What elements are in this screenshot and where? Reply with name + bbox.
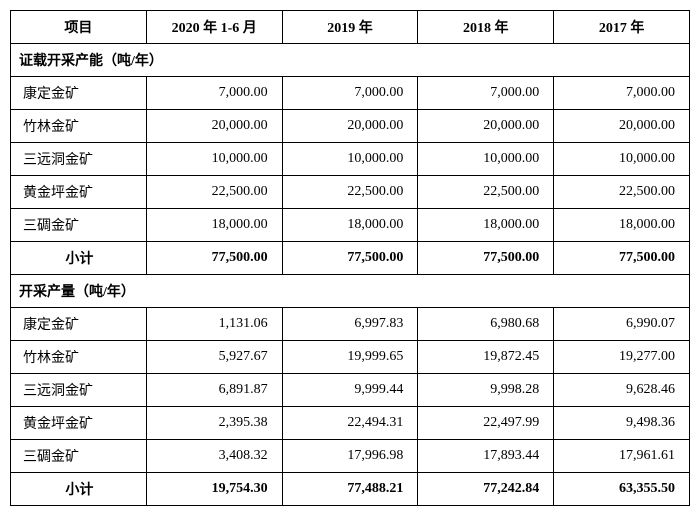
table-header-row: 项目 2020 年 1-6 月 2019 年 2018 年 2017 年 xyxy=(11,11,690,44)
cell-value: 6,980.68 xyxy=(418,308,554,341)
cell-value: 3,408.32 xyxy=(146,440,282,473)
cell-value: 9,999.44 xyxy=(282,374,418,407)
section-header-row: 开采产量（吨/年） xyxy=(11,275,690,308)
cell-value: 7,000.00 xyxy=(146,77,282,110)
section-title: 开采产量（吨/年） xyxy=(11,275,690,308)
subtotal-value: 77,488.21 xyxy=(282,473,418,506)
cell-value: 10,000.00 xyxy=(146,143,282,176)
cell-value: 20,000.00 xyxy=(146,110,282,143)
table-row: 黄金坪金矿22,500.0022,500.0022,500.0022,500.0… xyxy=(11,176,690,209)
cell-value: 18,000.00 xyxy=(554,209,690,242)
cell-value: 22,500.00 xyxy=(282,176,418,209)
row-label: 康定金矿 xyxy=(11,308,147,341)
cell-value: 19,277.00 xyxy=(554,341,690,374)
cell-value: 18,000.00 xyxy=(146,209,282,242)
col-header-2018: 2018 年 xyxy=(418,11,554,44)
cell-value: 6,997.83 xyxy=(282,308,418,341)
mining-data-table: 项目 2020 年 1-6 月 2019 年 2018 年 2017 年 证载开… xyxy=(10,10,690,506)
table-row: 三远洞金矿6,891.879,999.449,998.289,628.46 xyxy=(11,374,690,407)
cell-value: 22,494.31 xyxy=(282,407,418,440)
cell-value: 22,500.00 xyxy=(418,176,554,209)
subtotal-value: 77,500.00 xyxy=(554,242,690,275)
cell-value: 22,500.00 xyxy=(146,176,282,209)
row-label: 三远洞金矿 xyxy=(11,374,147,407)
subtotal-value: 77,242.84 xyxy=(418,473,554,506)
col-header-2019: 2019 年 xyxy=(282,11,418,44)
cell-value: 18,000.00 xyxy=(418,209,554,242)
table-row: 三碉金矿18,000.0018,000.0018,000.0018,000.00 xyxy=(11,209,690,242)
cell-value: 9,498.36 xyxy=(554,407,690,440)
section-title: 证载开采产能（吨/年） xyxy=(11,44,690,77)
row-label: 三碉金矿 xyxy=(11,440,147,473)
cell-value: 20,000.00 xyxy=(554,110,690,143)
col-header-project: 项目 xyxy=(11,11,147,44)
cell-value: 7,000.00 xyxy=(282,77,418,110)
subtotal-label: 小计 xyxy=(11,242,147,275)
cell-value: 10,000.00 xyxy=(554,143,690,176)
row-label: 黄金坪金矿 xyxy=(11,407,147,440)
subtotal-value: 77,500.00 xyxy=(418,242,554,275)
cell-value: 22,500.00 xyxy=(554,176,690,209)
cell-value: 2,395.38 xyxy=(146,407,282,440)
table-row: 三远洞金矿10,000.0010,000.0010,000.0010,000.0… xyxy=(11,143,690,176)
cell-value: 20,000.00 xyxy=(418,110,554,143)
row-label: 康定金矿 xyxy=(11,77,147,110)
subtotal-row: 小计19,754.3077,488.2177,242.8463,355.50 xyxy=(11,473,690,506)
cell-value: 17,893.44 xyxy=(418,440,554,473)
row-label: 三远洞金矿 xyxy=(11,143,147,176)
table-body: 证载开采产能（吨/年）康定金矿7,000.007,000.007,000.007… xyxy=(11,44,690,506)
section-header-row: 证载开采产能（吨/年） xyxy=(11,44,690,77)
table-row: 竹林金矿5,927.6719,999.6519,872.4519,277.00 xyxy=(11,341,690,374)
cell-value: 19,872.45 xyxy=(418,341,554,374)
cell-value: 10,000.00 xyxy=(418,143,554,176)
table-row: 黄金坪金矿2,395.3822,494.3122,497.999,498.36 xyxy=(11,407,690,440)
cell-value: 10,000.00 xyxy=(282,143,418,176)
col-header-2020h1: 2020 年 1-6 月 xyxy=(146,11,282,44)
row-label: 竹林金矿 xyxy=(11,341,147,374)
cell-value: 20,000.00 xyxy=(282,110,418,143)
table-row: 康定金矿7,000.007,000.007,000.007,000.00 xyxy=(11,77,690,110)
col-header-2017: 2017 年 xyxy=(554,11,690,44)
cell-value: 7,000.00 xyxy=(554,77,690,110)
cell-value: 6,891.87 xyxy=(146,374,282,407)
subtotal-value: 63,355.50 xyxy=(554,473,690,506)
subtotal-label: 小计 xyxy=(11,473,147,506)
cell-value: 5,927.67 xyxy=(146,341,282,374)
row-label: 竹林金矿 xyxy=(11,110,147,143)
cell-value: 19,999.65 xyxy=(282,341,418,374)
table-row: 康定金矿1,131.066,997.836,980.686,990.07 xyxy=(11,308,690,341)
cell-value: 22,497.99 xyxy=(418,407,554,440)
cell-value: 1,131.06 xyxy=(146,308,282,341)
subtotal-value: 77,500.00 xyxy=(146,242,282,275)
subtotal-value: 77,500.00 xyxy=(282,242,418,275)
cell-value: 9,998.28 xyxy=(418,374,554,407)
cell-value: 17,961.61 xyxy=(554,440,690,473)
subtotal-row: 小计77,500.0077,500.0077,500.0077,500.00 xyxy=(11,242,690,275)
cell-value: 6,990.07 xyxy=(554,308,690,341)
cell-value: 17,996.98 xyxy=(282,440,418,473)
table-row: 三碉金矿3,408.3217,996.9817,893.4417,961.61 xyxy=(11,440,690,473)
table-row: 竹林金矿20,000.0020,000.0020,000.0020,000.00 xyxy=(11,110,690,143)
subtotal-value: 19,754.30 xyxy=(146,473,282,506)
row-label: 黄金坪金矿 xyxy=(11,176,147,209)
row-label: 三碉金矿 xyxy=(11,209,147,242)
cell-value: 18,000.00 xyxy=(282,209,418,242)
cell-value: 9,628.46 xyxy=(554,374,690,407)
cell-value: 7,000.00 xyxy=(418,77,554,110)
